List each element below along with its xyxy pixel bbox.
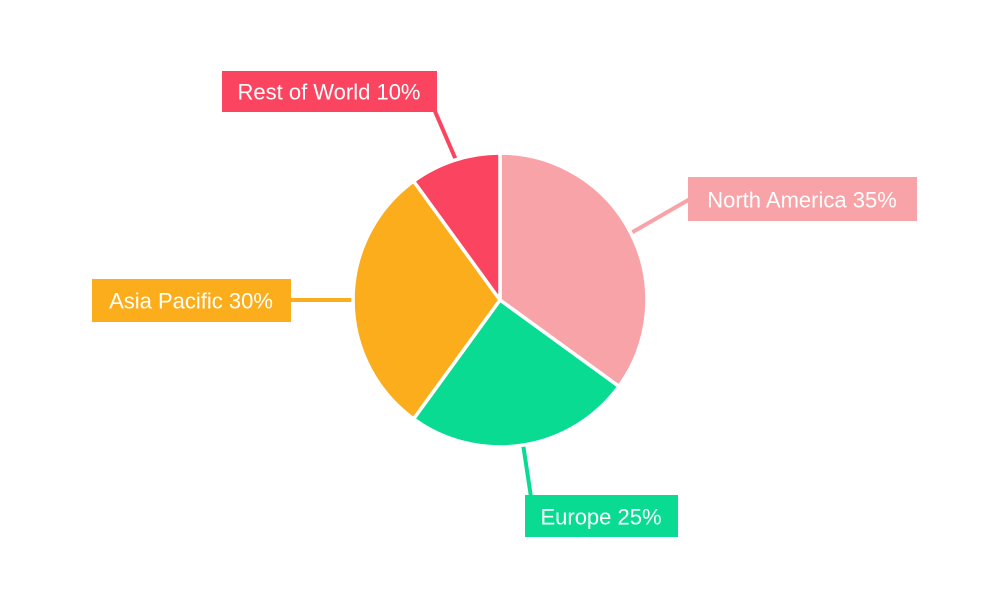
callout-north-america: North America 35% [688, 177, 917, 221]
callout-europe: Europe 25% [525, 495, 678, 537]
callout-box-asia-pacific [92, 279, 291, 322]
pie [351, 151, 649, 449]
callout-label-north-america: North America 35% [707, 188, 897, 213]
callout-rest-of-world: Rest of World 10% [222, 71, 437, 112]
leader-line-rest-of-world [432, 108, 458, 161]
callout-label-asia-pacific: Asia Pacific 30% [109, 289, 273, 314]
callout-asia-pacific: Asia Pacific 30% [92, 279, 291, 322]
callout-box-rest-of-world [222, 71, 437, 112]
pie-slice-north-america[interactable] [498, 151, 649, 389]
callout-labels: North America 35% Europe 25% Asia Pacifi… [92, 71, 917, 537]
callout-label-europe: Europe 25% [540, 505, 661, 530]
pie-slice-rest-of-world[interactable] [411, 151, 502, 302]
callout-box-north-america [688, 177, 917, 221]
leader-line-north-america [630, 197, 691, 235]
pie-slice-asia-pacific[interactable] [351, 179, 502, 421]
callout-label-rest-of-world: Rest of World 10% [237, 80, 420, 105]
pie-slice-europe[interactable] [411, 298, 621, 449]
leader-line-europe [521, 443, 533, 498]
leader-lines [289, 108, 691, 498]
callout-box-europe [525, 495, 678, 537]
